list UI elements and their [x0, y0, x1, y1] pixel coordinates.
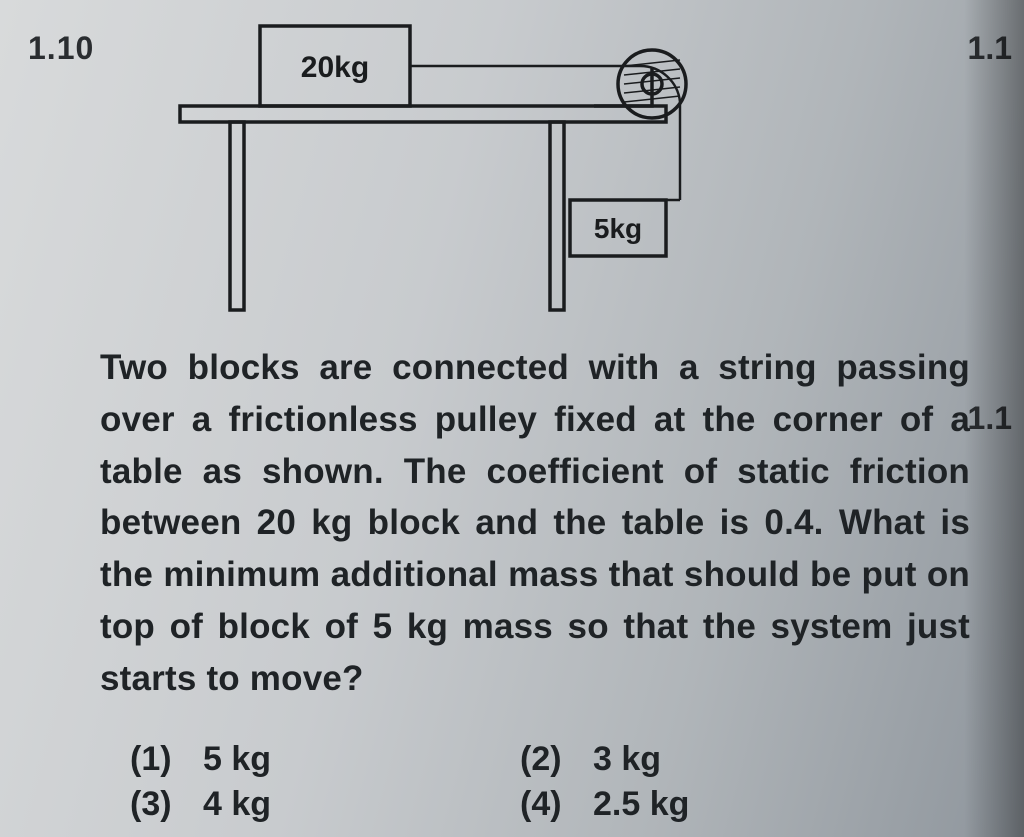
option-2: (2) 3 kg: [520, 740, 850, 779]
question-number: 1.10: [28, 30, 94, 67]
option-value: 2.5 kg: [593, 785, 689, 824]
question-text: Two blocks are connected with a string p…: [100, 342, 970, 705]
svg-text:5kg: 5kg: [594, 213, 642, 244]
option-value: 5 kg: [203, 740, 271, 779]
option-number: (1): [130, 740, 185, 779]
option-value: 4 kg: [203, 785, 271, 824]
physics-diagram: 20kg 5kg: [170, 10, 730, 330]
option-value: 3 kg: [593, 740, 661, 779]
svg-text:20kg: 20kg: [301, 51, 369, 84]
options-grid: (1) 5 kg (2) 3 kg (3) 4 kg (4) 2.5 kg: [130, 740, 850, 824]
page-fold-shadow: [964, 0, 1024, 837]
option-number: (4): [520, 785, 575, 824]
option-number: (3): [130, 785, 185, 824]
option-number: (2): [520, 740, 575, 779]
option-1: (1) 5 kg: [130, 740, 460, 779]
option-4: (4) 2.5 kg: [520, 785, 850, 824]
option-3: (3) 4 kg: [130, 785, 460, 824]
